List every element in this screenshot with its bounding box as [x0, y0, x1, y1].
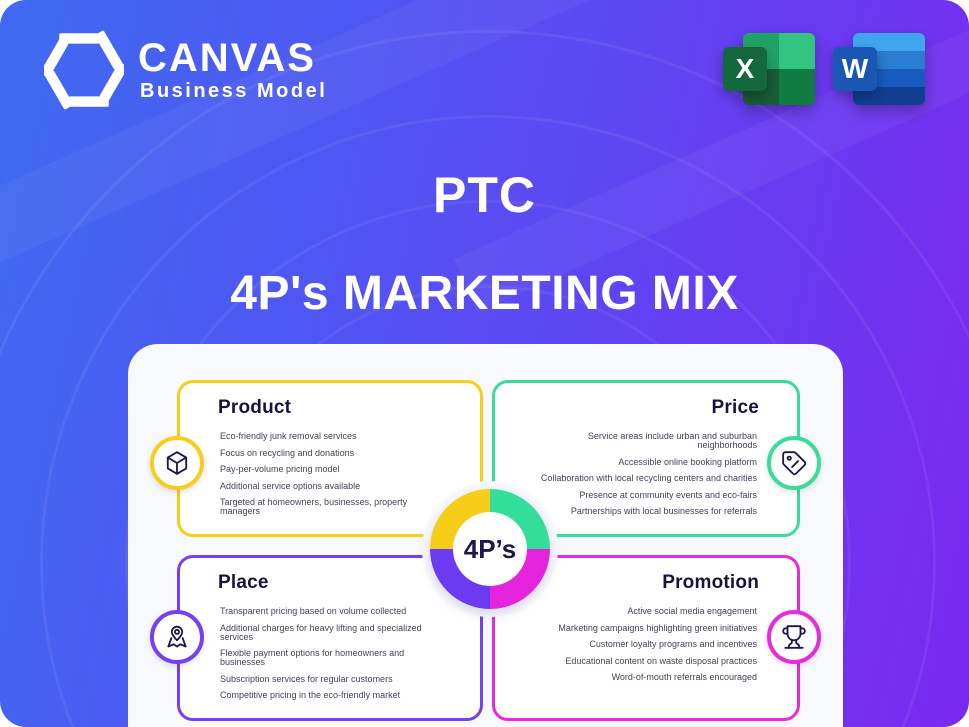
quadrant-title: Place: [218, 572, 269, 593]
cube-icon: [150, 436, 204, 490]
word-icon[interactable]: W: [833, 31, 925, 107]
center-emblem-label: 4P’s: [453, 512, 527, 586]
excel-badge: X: [723, 47, 767, 91]
price-tag-icon: [767, 436, 821, 490]
list-item: Competitive pricing in the eco-friendly …: [220, 690, 401, 700]
list-item: Word-of-mouth referrals encouraged: [611, 672, 757, 682]
list-item: Service areas include urban and suburban…: [587, 431, 757, 450]
brand-tagline: Business Model: [140, 80, 328, 102]
list-item: Educational content on waste disposal pr…: [565, 655, 757, 666]
word-badge: W: [833, 47, 877, 91]
list-item: Accessible online booking platform: [618, 456, 757, 467]
list-item: Pay-per-volume pricing model: [220, 464, 340, 474]
page-subtitle: 4P's MARKETING MIX: [230, 267, 739, 320]
quadrant-title: Price: [711, 397, 759, 418]
list-item: Eco-friendly junk removal services: [220, 431, 357, 441]
map-pin-icon: [150, 610, 204, 664]
quadrant-title: Product: [218, 397, 292, 418]
quadrant-product: Product Eco-friendly junk removal servic…: [177, 380, 483, 537]
trophy-icon: [767, 610, 821, 664]
list-item: Transparent pricing based on volume coll…: [220, 606, 407, 616]
hexagon-logo-icon: [44, 30, 124, 110]
list-item: Focus on recycling and donations: [220, 447, 355, 458]
list-item: Active social media engagement: [627, 606, 757, 616]
list-item: Additional charges for heavy lifting and…: [220, 622, 422, 642]
brand-logo: CANVAS Business Model: [44, 28, 327, 112]
quadrant-price: Price Service areas include urban and su…: [492, 380, 800, 537]
canvas-card: Product Eco-friendly junk removal servic…: [128, 344, 843, 727]
list-item: Subscription services for regular custom…: [220, 673, 393, 684]
list-item: Collaboration with local recycling cente…: [540, 473, 757, 483]
list-item: Customer loyalty programs and incentives: [589, 639, 757, 649]
page-title: PTC: [433, 167, 536, 223]
list-item: Partnerships with local businesses for r…: [570, 506, 757, 516]
list-item: Marketing campaigns highlighting green i…: [558, 622, 757, 633]
list-item: Targeted at homeowners, businesses, prop…: [220, 497, 408, 516]
quadrant-title: Promotion: [662, 572, 759, 593]
excel-icon[interactable]: X: [723, 31, 815, 107]
list-item: Flexible payment options for homeowners …: [220, 648, 405, 667]
list-item: Additional service options available: [220, 480, 361, 491]
decorative-ring: [0, 30, 969, 727]
brand-name: CANVAS: [138, 36, 316, 80]
list-item: Presence at community events and eco-fai…: [579, 489, 757, 500]
